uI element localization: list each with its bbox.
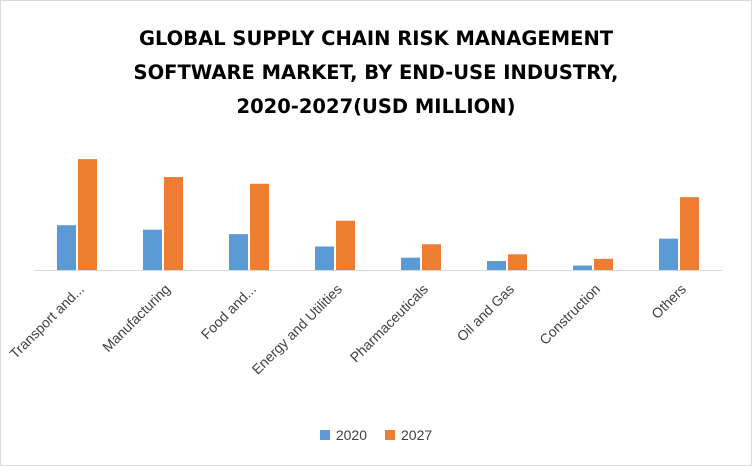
x-tick-label-1: Transport and... bbox=[6, 281, 87, 362]
bar-2020-4 bbox=[315, 246, 334, 270]
bar-2027-1 bbox=[78, 159, 97, 270]
bar-2020-1 bbox=[57, 225, 76, 270]
x-tick-label-6: Oil and Gas bbox=[454, 281, 518, 345]
bar-2020-6 bbox=[487, 261, 506, 270]
legend-label-2027: 2027 bbox=[401, 427, 433, 443]
x-tick-label-4: Energy and Utilities bbox=[249, 281, 346, 378]
legend-swatch-2020 bbox=[319, 430, 330, 440]
legend-item-2020: 2020 bbox=[319, 427, 367, 443]
legend-item-2027: 2027 bbox=[385, 427, 432, 443]
title-line-2: SOFTWARE MARKET, BY END-USE INDUSTRY, bbox=[133, 61, 619, 84]
legend-swatch-2027 bbox=[385, 430, 395, 440]
x-tick-label-8: Others bbox=[648, 281, 689, 322]
chart-title: GLOBAL SUPPLY CHAIN RISK MANAGEMENT SOFT… bbox=[0, 22, 752, 124]
title-line-3: 2020-2027(USD MILLION) bbox=[236, 95, 516, 118]
x-tick-label-3: Food and... bbox=[198, 281, 259, 342]
bar-2027-3 bbox=[250, 183, 269, 270]
bar-2027-4 bbox=[336, 220, 355, 270]
bar-2027-8 bbox=[680, 197, 699, 270]
bar-2020-2 bbox=[143, 229, 162, 270]
x-tick-label-5: Pharmaceuticals bbox=[347, 281, 431, 365]
bar-2020-7 bbox=[573, 265, 592, 270]
bar-2020-5 bbox=[401, 257, 420, 270]
bar-2027-6 bbox=[508, 254, 527, 270]
title-line-1: GLOBAL SUPPLY CHAIN RISK MANAGEMENT bbox=[138, 27, 614, 50]
legend-label-2020: 2020 bbox=[335, 427, 367, 443]
x-tick-label-7: Construction bbox=[536, 281, 603, 348]
bar-2020-3 bbox=[229, 234, 248, 270]
x-tick-label-2: Manufacturing bbox=[99, 281, 173, 355]
legend: 2020 2027 bbox=[0, 427, 752, 443]
bar-2027-7 bbox=[594, 258, 613, 270]
bar-2020-8 bbox=[659, 238, 678, 270]
bar-2027-5 bbox=[422, 244, 441, 270]
bar-2027-2 bbox=[164, 177, 183, 270]
